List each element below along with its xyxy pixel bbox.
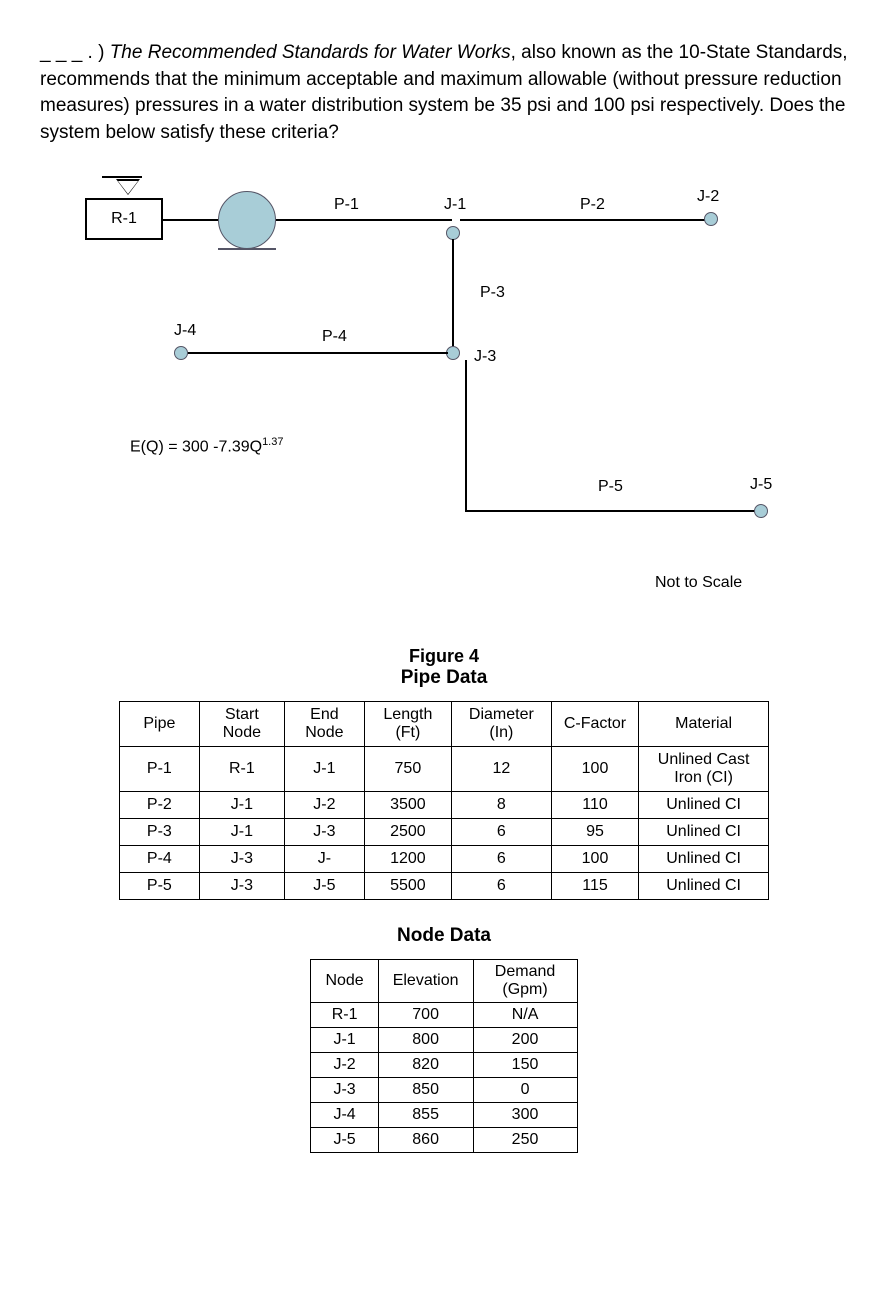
table-row: P-5J-3J-555006115Unlined CI: [119, 873, 768, 900]
label-p3: P-3: [480, 284, 505, 302]
reservoir-triangle-icon: [116, 179, 140, 195]
pipe-p1: [276, 219, 452, 221]
pipe-p4: [186, 352, 448, 354]
table-header-row: Pipe Start Node End Node Length (Ft) Dia…: [119, 702, 768, 747]
table-row: P-3J-1J-32500695Unlined CI: [119, 819, 768, 846]
schematic-diagram: R-1 P-1 J-1 P-2 J-2 P-3 J-3 P-4 J-4 P-5 …: [70, 176, 850, 616]
th-c: C-Factor: [551, 702, 638, 747]
th-start: Start Node: [199, 702, 284, 747]
pipe-p3: [452, 239, 454, 352]
table-row: J-5860250: [311, 1128, 577, 1153]
figure-title: Figure 4: [40, 646, 848, 667]
table-row: J-38500: [311, 1078, 577, 1103]
node-data-table: Node Elevation Demand (Gpm) R-1700N/A J-…: [310, 959, 577, 1153]
th-diam: Diameter (In): [451, 702, 551, 747]
pipe-p5-h: [465, 510, 760, 512]
label-j1: J-1: [444, 196, 466, 214]
label-p5: P-5: [598, 478, 623, 496]
label-j4: J-4: [174, 322, 196, 340]
pump-equation: E(Q) = 300 -7.39Q1.37: [130, 436, 283, 456]
table-row: P-4J-3J-12006100Unlined CI: [119, 846, 768, 873]
italic-title: The Recommended Standards for Water Work…: [110, 42, 511, 63]
th-length: Length (Ft): [364, 702, 451, 747]
reservoir-box: R-1: [85, 198, 163, 240]
table-row: P-1R-1J-175012100Unlined Cast Iron (CI): [119, 747, 768, 792]
table-header-row: Node Elevation Demand (Gpm): [311, 960, 577, 1003]
node-j5: [754, 504, 768, 518]
node-j2: [704, 212, 718, 226]
prefix: _ _ _ . ): [40, 42, 110, 63]
pipe-data-table: Pipe Start Node End Node Length (Ft) Dia…: [119, 701, 769, 900]
table-row: R-1700N/A: [311, 1003, 577, 1028]
table-row: J-2820150: [311, 1053, 577, 1078]
line-r1-pump: [163, 219, 218, 221]
pipe-p2: [460, 219, 710, 221]
reservoir-top-bar: [102, 176, 142, 178]
table-row: J-4855300: [311, 1103, 577, 1128]
th-end: End Node: [284, 702, 364, 747]
label-j2: J-2: [697, 188, 719, 206]
pump-base: [218, 248, 276, 250]
not-to-scale: Not to Scale: [655, 574, 742, 592]
th-mat: Material: [639, 702, 769, 747]
problem-statement: _ _ _ . ) The Recommended Standards for …: [40, 40, 848, 146]
reservoir-label: R-1: [111, 210, 137, 228]
node-j4: [174, 346, 188, 360]
label-j5: J-5: [750, 476, 772, 494]
table-row: J-1800200: [311, 1028, 577, 1053]
pipe-table-title: Pipe Data: [40, 667, 848, 689]
node-j3: [446, 346, 460, 360]
th-pipe: Pipe: [119, 702, 199, 747]
label-j3: J-3: [474, 348, 496, 366]
pipe-p5-v: [465, 360, 467, 510]
label-p2: P-2: [580, 196, 605, 214]
th-demand: Demand (Gpm): [473, 960, 577, 1003]
eq-prefix: E(Q) = 300 -7.39Q: [130, 439, 262, 456]
node-table-title: Node Data: [40, 925, 848, 947]
node-j1: [446, 226, 460, 240]
label-p4: P-4: [322, 328, 347, 346]
th-elev: Elevation: [378, 960, 473, 1003]
th-node: Node: [311, 960, 378, 1003]
label-p1: P-1: [334, 196, 359, 214]
table-row: P-2J-1J-235008110Unlined CI: [119, 792, 768, 819]
pump-icon: [218, 191, 276, 249]
eq-exp: 1.37: [262, 436, 283, 448]
